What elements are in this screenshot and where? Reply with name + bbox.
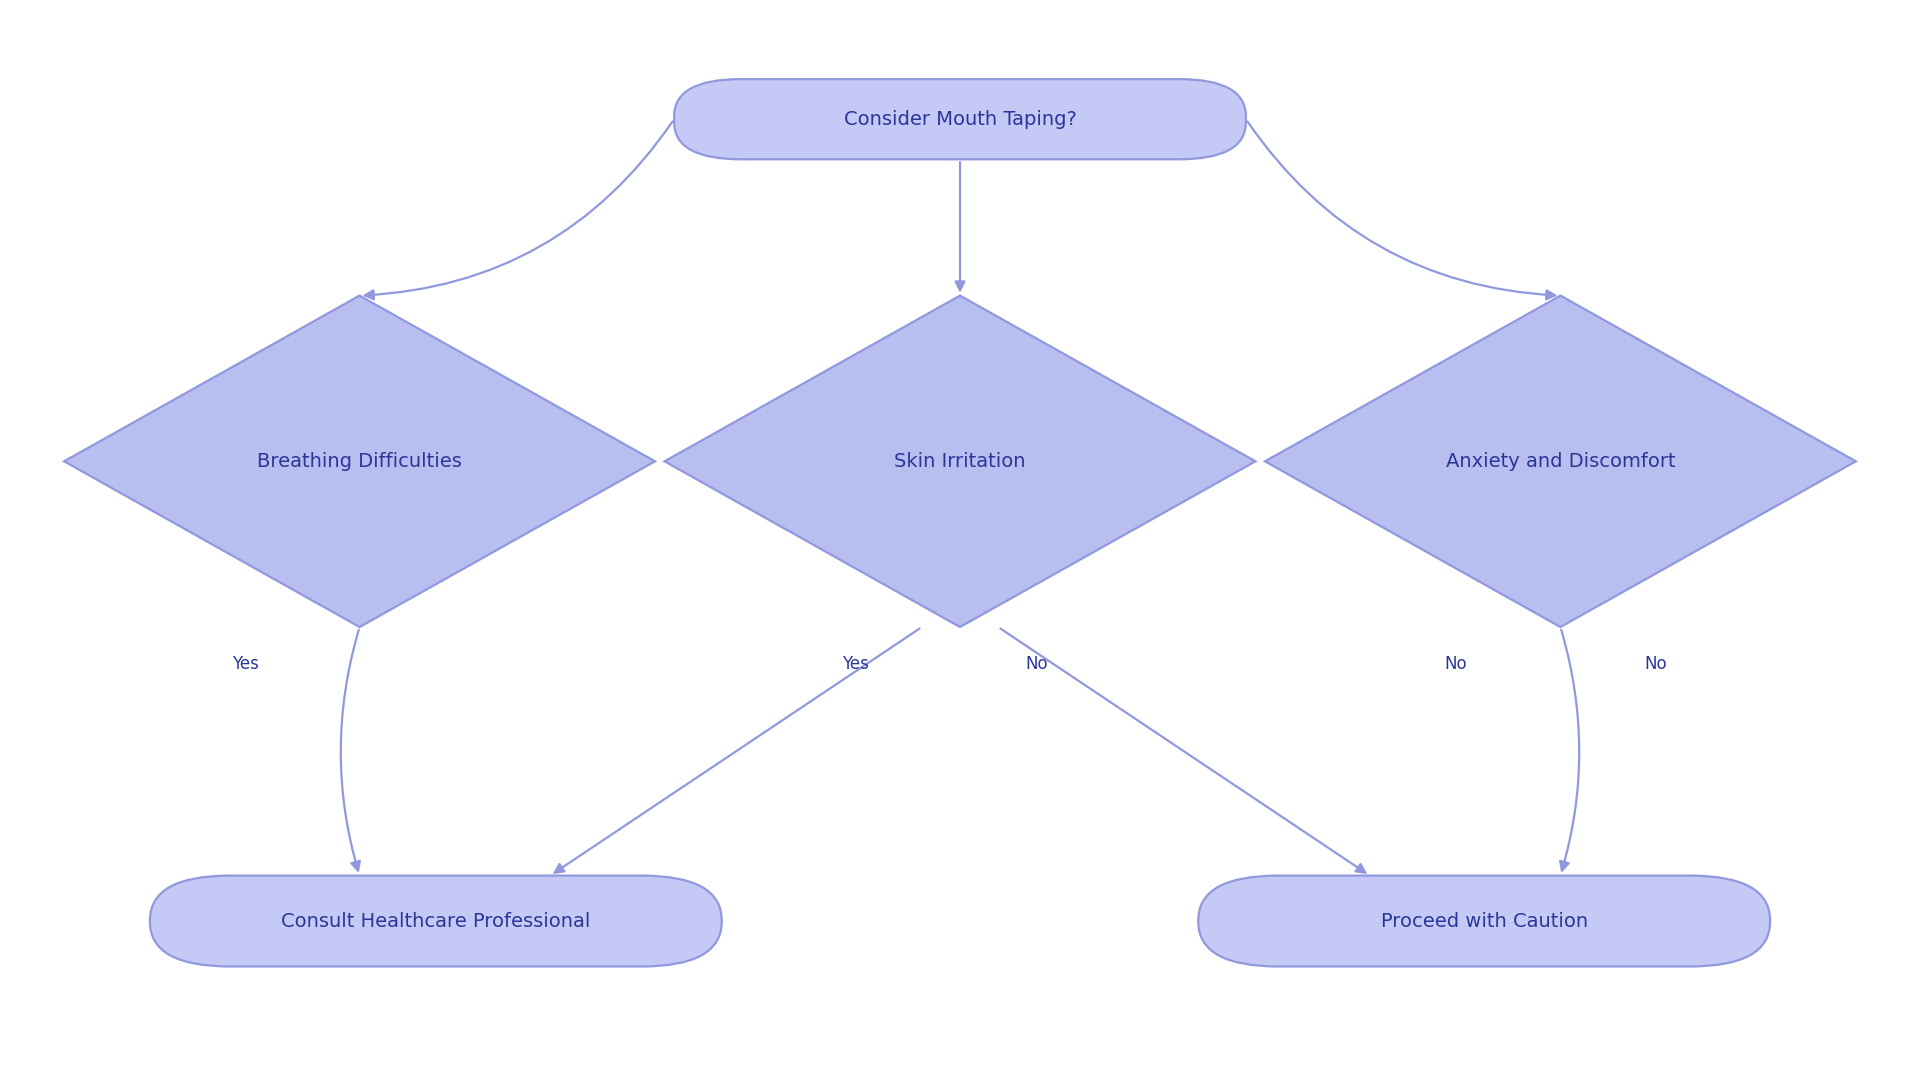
Text: Yes: Yes bbox=[232, 655, 259, 674]
Polygon shape bbox=[63, 296, 655, 627]
Text: Proceed with Caution: Proceed with Caution bbox=[1380, 912, 1588, 930]
Text: No: No bbox=[1444, 655, 1467, 674]
Text: Consult Healthcare Professional: Consult Healthcare Professional bbox=[280, 912, 591, 930]
Polygon shape bbox=[664, 296, 1256, 627]
FancyBboxPatch shape bbox=[150, 875, 722, 966]
Text: No: No bbox=[1025, 655, 1048, 674]
Text: Consider Mouth Taping?: Consider Mouth Taping? bbox=[843, 109, 1077, 129]
Text: Anxiety and Discomfort: Anxiety and Discomfort bbox=[1446, 452, 1676, 471]
FancyBboxPatch shape bbox=[674, 79, 1246, 159]
Text: No: No bbox=[1644, 655, 1667, 674]
Text: Skin Irritation: Skin Irritation bbox=[895, 452, 1025, 471]
Text: Breathing Difficulties: Breathing Difficulties bbox=[257, 452, 463, 471]
Polygon shape bbox=[1265, 296, 1857, 627]
Text: Yes: Yes bbox=[841, 655, 868, 674]
FancyBboxPatch shape bbox=[1198, 875, 1770, 966]
